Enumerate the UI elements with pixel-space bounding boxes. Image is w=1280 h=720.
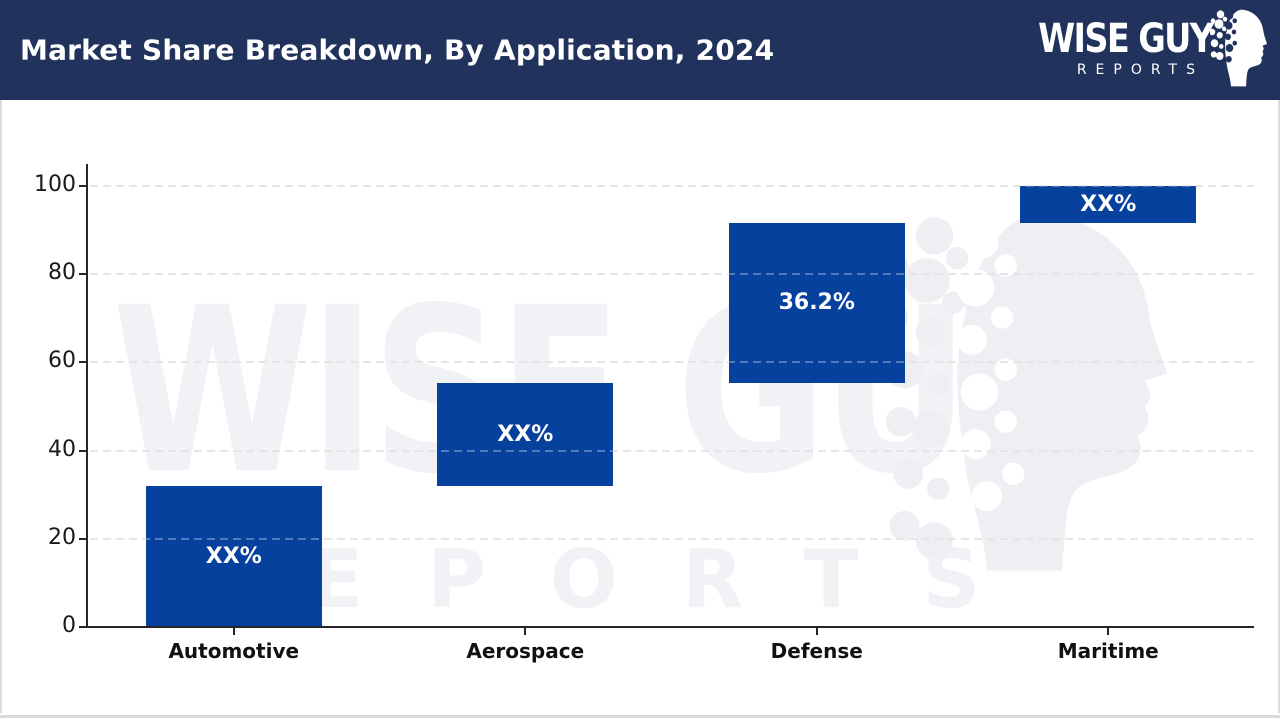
y-tick-mark <box>79 626 87 628</box>
y-tick-label: 20 <box>48 524 76 550</box>
gridline-overlay <box>90 361 1254 364</box>
y-tick-mark <box>79 537 87 540</box>
bar-value-label: XX% <box>497 421 554 447</box>
gridline-overlay <box>90 537 1254 540</box>
bar-value-label: 36.2% <box>778 290 855 316</box>
wise-guy-reports-logo: WISE GUY REPORTS <box>1010 4 1270 96</box>
y-tick-mark <box>79 449 87 452</box>
x-tick-mark <box>815 628 818 635</box>
bar-value-label: XX% <box>1080 192 1137 218</box>
y-tick-label: 0 <box>62 613 76 638</box>
y-tick-mark <box>79 361 87 364</box>
bar-defense: 36.2% <box>728 223 905 383</box>
gridline-overlay <box>90 449 1254 452</box>
gridline <box>90 361 1254 364</box>
x-category-label: Aerospace <box>466 639 585 663</box>
page-border-bottom <box>0 715 1280 718</box>
bar-automotive: XX% <box>145 485 322 627</box>
x-axis-line <box>86 626 1254 628</box>
bar-aerospace: XX% <box>437 382 614 486</box>
y-axis-line <box>86 164 88 628</box>
gridline-overlay <box>90 185 1254 187</box>
y-tick-label: 80 <box>48 260 76 286</box>
header-bar: Market Share Breakdown, By Application, … <box>0 0 1280 100</box>
watermark-face-icon <box>882 213 1167 571</box>
x-tick-mark <box>1107 628 1110 635</box>
x-category-label: Defense <box>770 639 863 663</box>
logo-face-icon <box>1210 9 1267 87</box>
x-category-label: Automotive <box>168 639 300 663</box>
y-tick-label: 100 <box>34 172 76 197</box>
bar-value-label: XX% <box>205 543 262 569</box>
y-tick-mark <box>79 273 87 276</box>
gridline-overlay <box>90 273 1254 276</box>
gridline <box>90 537 1254 540</box>
logo-wordmark: WISE GUY <box>1037 16 1214 62</box>
gridline <box>90 273 1254 276</box>
gridline <box>90 449 1254 452</box>
gridline <box>90 185 1254 187</box>
y-tick-label: 40 <box>48 436 76 462</box>
logo-subtext: REPORTS <box>1076 62 1204 78</box>
x-category-label: Maritime <box>1057 639 1159 663</box>
y-tick-mark <box>79 185 87 187</box>
page-title: Market Share Breakdown, By Application, … <box>20 33 775 67</box>
x-tick-mark <box>232 628 235 635</box>
x-tick-mark <box>524 628 527 635</box>
y-tick-label: 60 <box>48 348 76 374</box>
bar-maritime: XX% <box>1020 186 1197 224</box>
